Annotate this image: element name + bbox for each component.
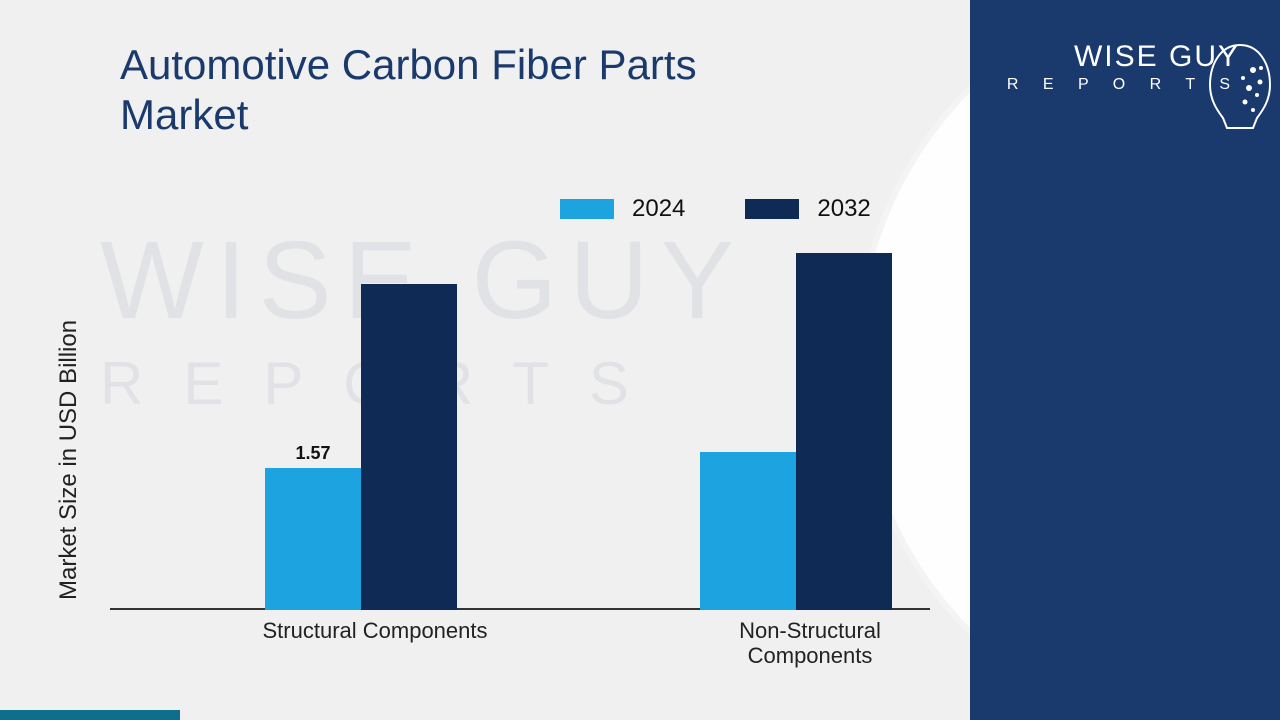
legend-swatch-2024 <box>560 199 614 219</box>
category-label: Structural Components <box>245 610 505 643</box>
bar: 1.57 <box>265 468 361 610</box>
bottom-accent-bar <box>0 710 180 720</box>
legend-label-2032: 2032 <box>817 195 870 223</box>
y-axis-label: Market Size in USD Billion <box>55 320 83 600</box>
bar-chart: 1.57Structural ComponentsNon-Structural … <box>110 230 930 660</box>
bar <box>796 253 892 610</box>
logo-head-icon <box>1205 40 1275 130</box>
chart-legend: 2024 2032 <box>560 195 871 223</box>
legend-item-2024: 2024 <box>560 195 685 223</box>
legend-item-2032: 2032 <box>745 195 870 223</box>
infographic-canvas: WISE GUY REPORTS Automotive Carbon Fiber… <box>0 0 1280 720</box>
legend-swatch-2032 <box>745 199 799 219</box>
page-title: Automotive Carbon Fiber Parts Market <box>120 40 820 141</box>
bar <box>700 452 796 610</box>
legend-label-2024: 2024 <box>632 195 685 223</box>
bar <box>361 284 457 610</box>
category-label: Non-Structural Components <box>680 610 940 669</box>
bar-value-label: 1.57 <box>265 443 361 468</box>
